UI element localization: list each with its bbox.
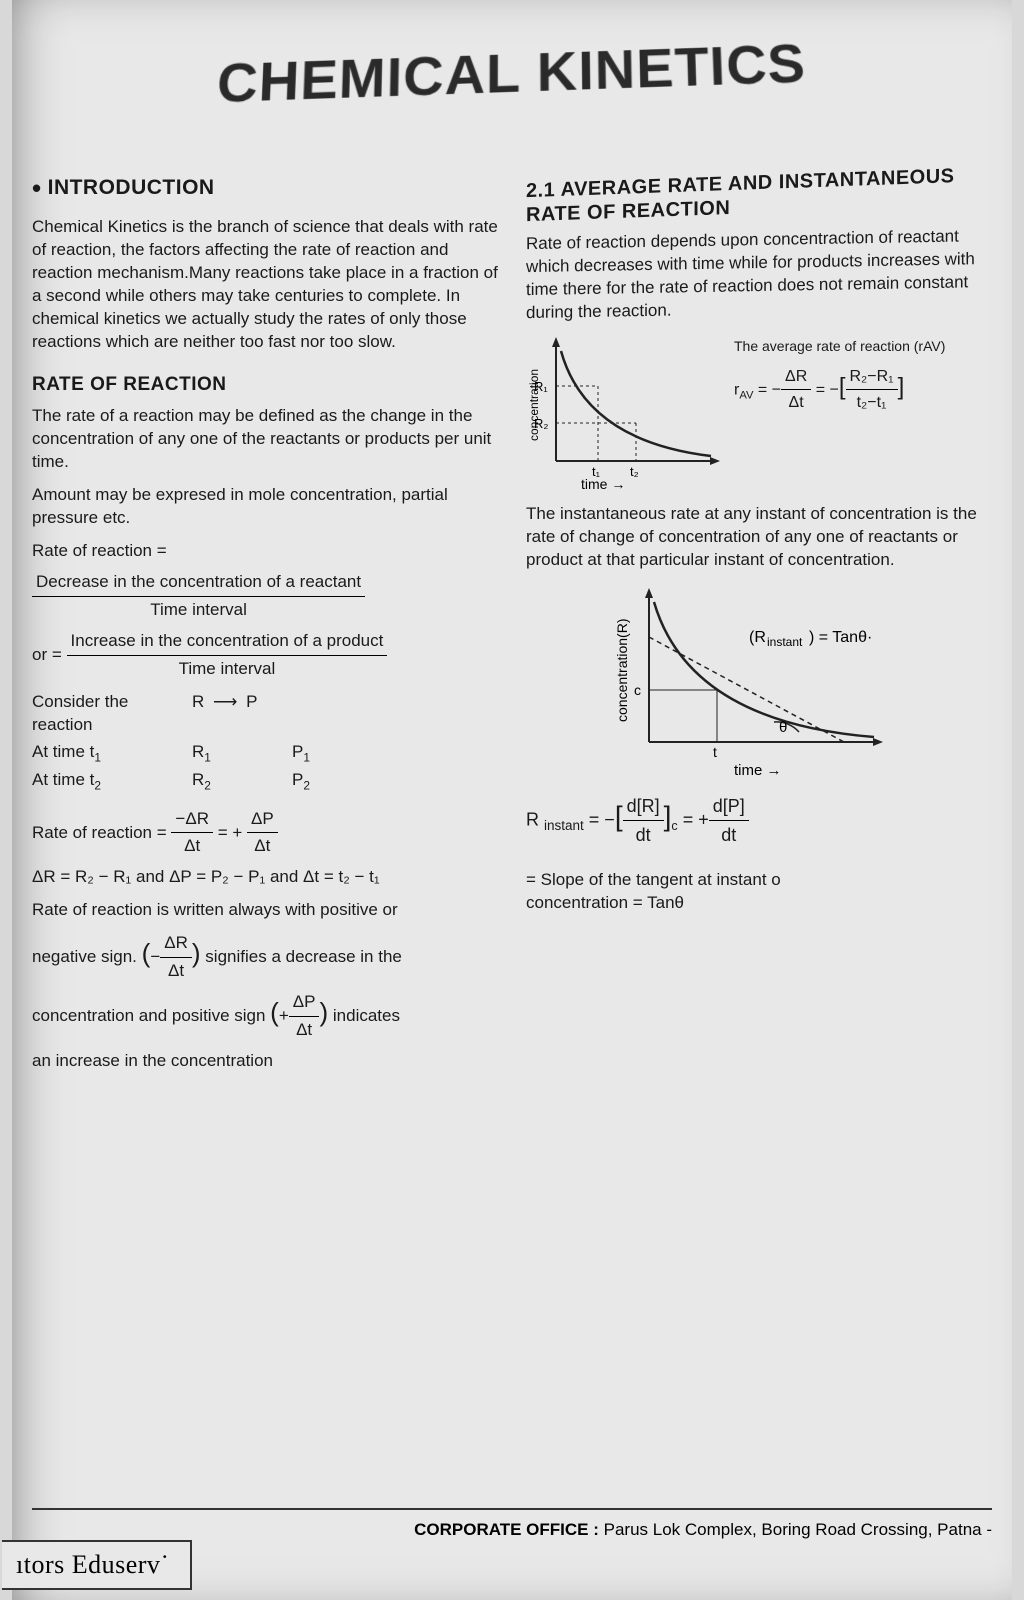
- delta-definitions: ΔR = R₂ − R₁ and ΔP = P₂ − P₁ and Δt = t…: [32, 866, 498, 889]
- page-title: CHEMICAL KINETICS: [28, 24, 993, 122]
- negative-sign-line: negative sign. (−ΔRΔt) signifies a decre…: [32, 932, 498, 983]
- footer: CORPORATE OFFICE : Parus Lok Complex, Bo…: [32, 1508, 992, 1540]
- rate-definition: Rate of reaction =: [32, 540, 498, 563]
- intro-paragraph: Chemical Kinetics is the branch of scien…: [32, 216, 498, 354]
- svg-text:time →: time →: [581, 476, 625, 491]
- svg-text:concentration: concentration: [527, 369, 541, 441]
- positive-sign-line: concentration and positive sign (+ΔPΔt) …: [32, 991, 498, 1042]
- average-rate-graph: R₁ R₂ t₁ t₂ time → concentration The ave…: [526, 331, 992, 491]
- svg-text:t: t: [713, 744, 717, 760]
- svg-text:θ: θ: [779, 719, 787, 736]
- instant-equation: R instant = −[d[R]dt]c = +d[P]dt: [526, 794, 992, 848]
- rate-paragraph-1: The rate of a reaction may be defined as…: [32, 405, 498, 474]
- footer-label: CORPORATE OFFICE :: [414, 1520, 599, 1539]
- slope-text: = Slope of the tangent at instant o conc…: [526, 869, 992, 915]
- rate-fraction-2: or = Increase in the concentration of a …: [32, 630, 498, 681]
- graph1-equation: rAV = −ΔRΔt = −[R₂−R₁t₂−t₁]: [734, 366, 992, 414]
- instantaneous-text: The instantaneous rate at any instant of…: [526, 503, 992, 572]
- svg-text:instant: instant: [767, 635, 803, 649]
- instantaneous-graph: c t θ time → concentration(R) (Rinstant)…: [526, 582, 992, 782]
- svg-text:) = Tanθ·: ) = Tanθ·: [809, 629, 872, 646]
- right-column: 2.1 AVERAGE RATE AND INSTANTANEOUS RATE …: [526, 165, 992, 1083]
- left-column: •INTRODUCTION Chemical Kinetics is the b…: [32, 165, 498, 1083]
- svg-text:t₂: t₂: [630, 464, 639, 479]
- footer-address: Parus Lok Complex, Boring Road Crossing,…: [604, 1520, 992, 1539]
- svg-text:concentration(R): concentration(R): [614, 618, 630, 722]
- graph1-svg: R₁ R₂ t₁ t₂ time → concentration: [526, 331, 726, 491]
- svg-text:(R: (R: [749, 629, 766, 646]
- intro-heading: •INTRODUCTION: [32, 171, 498, 206]
- avg-rate-text: Rate of reaction depends upon concentrac…: [526, 225, 992, 325]
- svg-text:c: c: [634, 682, 641, 698]
- avg-rate-heading: 2.1 AVERAGE RATE AND INSTANTANEOUS RATE …: [526, 163, 992, 227]
- rate-equation: Rate of reaction = −ΔRΔt = + ΔPΔt: [32, 808, 498, 859]
- content-columns: •INTRODUCTION Chemical Kinetics is the b…: [32, 165, 992, 1083]
- increase-text: an increase in the concentration: [32, 1050, 498, 1073]
- reaction-table: Consider the reaction R ⟶ P At time t1 R…: [32, 691, 498, 794]
- rate-heading: RATE OF REACTION: [32, 372, 498, 398]
- graph1-caption: The average rate of reaction (rAV): [734, 337, 992, 356]
- graph2-svg: c t θ time → concentration(R) (Rinstant)…: [599, 582, 919, 782]
- sign-text-1: Rate of reaction is written always with …: [32, 899, 498, 922]
- rate-paragraph-2: Amount may be expresed in mole concentra…: [32, 484, 498, 530]
- rate-fraction-1: Decrease in the concentration of a react…: [32, 571, 498, 622]
- brand-logo: ıtors Eduserv˙: [2, 1540, 192, 1590]
- svg-text:time →: time →: [734, 762, 782, 779]
